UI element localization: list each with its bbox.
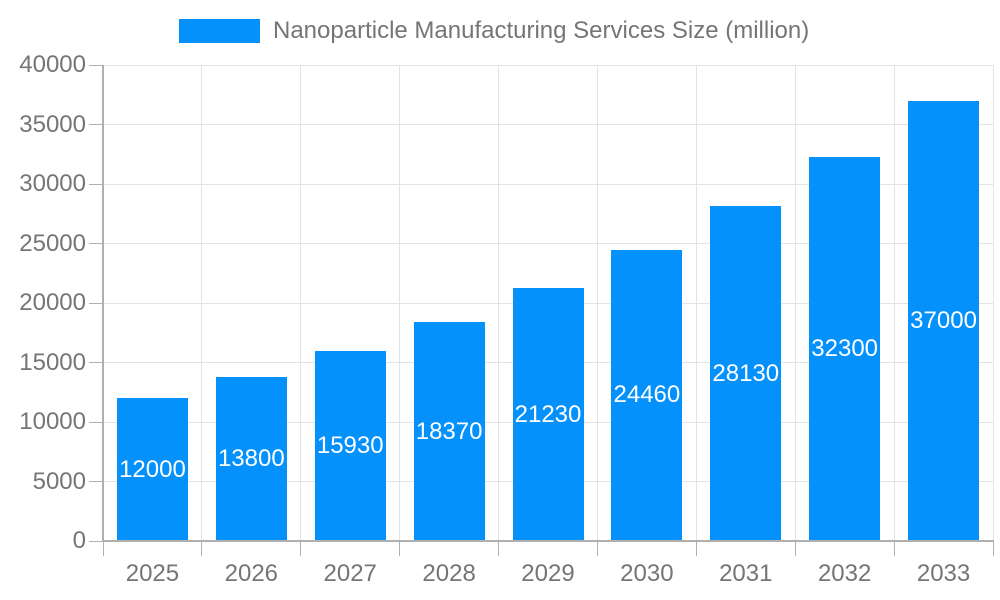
bar-value-label: 12000 — [119, 455, 186, 483]
x-axis-label-2031: 2031 — [719, 560, 773, 587]
bar-2027 — [314, 351, 386, 541]
x-gridline — [893, 65, 895, 541]
chart-legend: Nanoparticle Manufacturing Services Size… — [179, 19, 809, 43]
x-gridline — [794, 65, 796, 541]
bar-value-label: 32300 — [811, 334, 879, 362]
x-axis-tick — [992, 541, 994, 556]
x-gridline — [992, 65, 994, 541]
x-axis-label-2025: 2025 — [125, 560, 180, 587]
y-axis-tick — [89, 243, 103, 244]
y-gridline — [103, 64, 993, 66]
bar-2028 — [413, 322, 485, 541]
y-gridline — [103, 183, 993, 185]
bar-2033 — [908, 100, 980, 541]
x-axis-tick — [596, 541, 598, 556]
x-gridline — [201, 65, 203, 541]
x-axis-label-2027: 2027 — [323, 560, 377, 587]
y-axis-tick-label: 35000 — [19, 110, 86, 138]
y-axis-tick-label: 20000 — [19, 289, 86, 316]
bar-2032 — [809, 156, 881, 541]
x-axis-tick — [201, 541, 203, 556]
y-axis-tick-label: 30000 — [19, 170, 86, 197]
legend-label: Nanoparticle Manufacturing Services Size… — [273, 17, 810, 44]
y-axis-tick — [89, 64, 103, 66]
y-axis-tick — [89, 481, 103, 482]
bar-value-label: 13800 — [217, 444, 285, 472]
bar-value-label: 18370 — [415, 417, 483, 445]
y-axis-tick — [89, 183, 103, 185]
x-axis-line — [102, 540, 994, 542]
bar-2030 — [611, 249, 683, 541]
y-axis-tick-label: 40000 — [19, 51, 86, 78]
bar-value-label: 21230 — [514, 400, 582, 428]
x-gridline — [596, 65, 598, 541]
y-axis-tick-label: 10000 — [19, 408, 86, 435]
y-axis-tick — [89, 540, 103, 542]
y-axis-tick — [89, 124, 103, 125]
x-gridline — [399, 65, 401, 541]
x-gridline — [498, 65, 500, 541]
x-axis-label-2030: 2030 — [620, 560, 674, 587]
y-axis-tick — [89, 421, 103, 423]
y-axis-tick-label: 0 — [72, 527, 86, 554]
y-axis-tick — [89, 302, 103, 304]
x-gridline — [300, 65, 302, 541]
bar-2031 — [710, 206, 782, 541]
x-gridline — [695, 65, 697, 541]
y-axis-tick-label: 5000 — [32, 467, 86, 495]
bar-2025 — [116, 398, 188, 541]
y-axis-tick-label: 15000 — [19, 348, 86, 376]
x-axis-label-2028: 2028 — [422, 560, 476, 587]
x-axis-tick — [102, 541, 104, 556]
bar-2029 — [512, 288, 584, 541]
x-axis-tick — [695, 541, 697, 556]
x-axis-label-2026: 2026 — [224, 560, 279, 587]
bar-value-label: 15930 — [316, 432, 384, 460]
x-axis-tick — [893, 541, 895, 556]
x-axis-label-2033: 2033 — [916, 560, 971, 587]
bar-value-label: 24460 — [613, 381, 681, 409]
x-axis-tick — [300, 541, 302, 556]
x-axis-tick — [498, 541, 500, 556]
bar-2026 — [215, 376, 287, 541]
bar-value-label: 37000 — [910, 306, 977, 334]
y-gridline — [103, 243, 993, 244]
bar-value-label: 28130 — [712, 359, 780, 387]
y-gridline — [103, 124, 993, 125]
x-axis-tick — [794, 541, 796, 556]
y-axis-tick-label: 25000 — [19, 229, 86, 257]
legend-swatch-icon — [179, 19, 260, 43]
y-axis-line — [102, 65, 104, 542]
x-axis-tick — [399, 541, 401, 556]
x-axis-label-2029: 2029 — [521, 560, 575, 587]
y-axis-tick — [89, 362, 103, 363]
x-axis-label-2032: 2032 — [817, 560, 872, 587]
